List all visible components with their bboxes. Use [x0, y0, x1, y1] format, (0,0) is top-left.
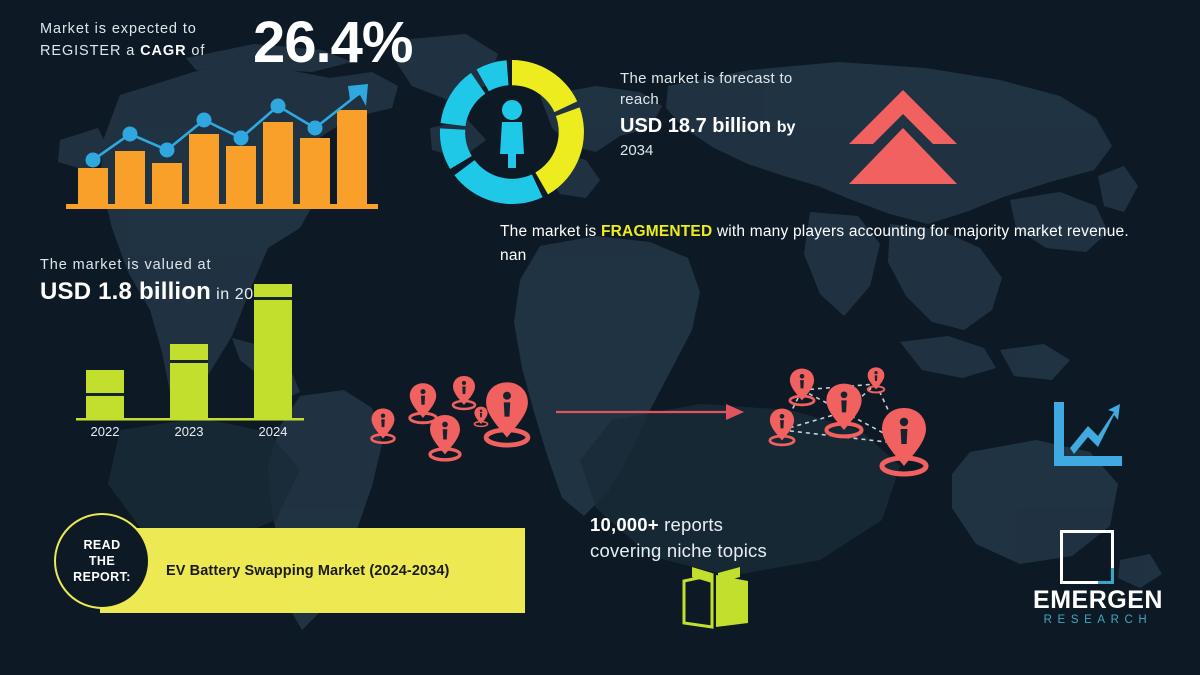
fragmentation-prefix: The market is — [500, 223, 601, 240]
report-title-label: EV Battery Swapping Market (2024-2034) — [166, 562, 450, 579]
person-icon — [500, 100, 524, 168]
connected-location-pins-network — [768, 366, 952, 477]
pin-4 — [428, 413, 462, 462]
chevron-up-icon — [849, 90, 957, 144]
reports-count-line1: 10,000+ reports — [590, 512, 820, 538]
donut-segment-cyan-1 — [454, 160, 543, 205]
growth-chart-logo-icon — [1054, 402, 1122, 466]
donut-segment-yellow — [512, 59, 578, 113]
growth-bar-4 — [189, 134, 219, 204]
cagr-value: 26.4% — [253, 10, 413, 75]
growth-bar-7 — [300, 138, 330, 204]
valuation-value-text: USD 1.8 billion — [40, 278, 212, 305]
forecast-by-word: by — [776, 119, 796, 136]
forecast-value: USD 18.7 billion by — [620, 113, 860, 141]
value-bar-2024-divider — [254, 297, 292, 300]
reports-count-block: 10,000+ reports covering niche topics — [590, 512, 820, 564]
logo-square-mark — [1060, 530, 1114, 584]
scattered-location-pins — [370, 374, 552, 462]
growth-bar-1 — [78, 168, 108, 204]
pin-1 — [370, 407, 396, 445]
cagr-caption-line2-suffix: of — [186, 43, 206, 59]
pin-6 — [473, 405, 489, 428]
valuation-caption: The market is valued at — [40, 257, 212, 273]
forecast-block: The market is forecast to reach USD 18.7… — [620, 68, 860, 161]
value-bar-2024 — [254, 284, 292, 418]
value-bar-2023-divider — [170, 360, 208, 363]
fragmentation-suffix: with many players accounting for majorit… — [500, 223, 1129, 264]
cta-line-3: REPORT: — [73, 570, 131, 584]
market-growth-trend-chart — [66, 84, 378, 209]
donut-segment-cyan-3 — [440, 72, 486, 127]
fragmentation-statement: The market is FRAGMENTED with many playe… — [500, 220, 1140, 268]
pin-2 — [408, 381, 438, 425]
read-the-report-badge[interactable]: READ THE REPORT: — [54, 513, 150, 609]
pin-3 — [451, 374, 477, 411]
flow-arrow-icon — [556, 404, 744, 420]
growth-bar-2 — [115, 151, 145, 204]
logo-subtitle: RESEARCH — [1043, 614, 1153, 626]
market-value-by-year-chart: 2022 2023 2024 — [76, 284, 304, 439]
value-tick-2024: 2024 — [259, 424, 288, 439]
cagr-caption-line2-prefix: REGISTER a — [40, 43, 141, 59]
growth-chart-baseline — [66, 204, 378, 209]
value-bar-2023 — [170, 344, 208, 418]
triangle-up-icon — [849, 128, 957, 184]
donut-segment-cyan-2 — [439, 128, 472, 169]
value-chart-axis-labels: 2022 2023 2024 — [91, 424, 288, 439]
logo-square-accent — [1098, 568, 1114, 584]
market-share-donut-chart — [439, 59, 584, 205]
cagr-caption-line1: Market is expected to — [40, 21, 197, 37]
donut-segment-cyan-4 — [476, 60, 509, 92]
value-tick-2023: 2023 — [175, 424, 204, 439]
network-pin-1 — [768, 407, 796, 447]
donut-segment-yellow-2 — [535, 107, 584, 195]
cagr-caption: Market is expected to REGISTER a CAGR of — [40, 18, 205, 62]
growth-bar-8 — [337, 110, 367, 204]
growth-chart-bars — [78, 110, 367, 204]
value-bar-2022-divider — [86, 393, 124, 396]
reports-count-number: 10,000+ — [590, 514, 659, 535]
reports-count-word: reports — [658, 514, 724, 535]
growth-bar-5 — [226, 146, 256, 204]
read-the-report-banner[interactable]: EV Battery Swapping Market (2024-2034) — [100, 528, 525, 613]
cta-line-1: READ — [83, 538, 121, 552]
logo-name: EMERGEN — [1033, 586, 1163, 614]
upward-trend-arrows-icon — [849, 90, 957, 184]
network-pin-2 — [788, 367, 816, 407]
forecast-year: 2034 — [620, 142, 654, 159]
forecast-caption-line2: reach — [620, 91, 660, 108]
cta-line-2: THE — [88, 554, 116, 568]
forecast-value-text: USD 18.7 billion — [620, 115, 772, 137]
fragmentation-highlight: FRAGMENTED — [601, 223, 713, 240]
network-pin-4 — [826, 384, 861, 437]
forecast-caption-line1: The market is forecast to — [620, 70, 793, 87]
cagr-caption-bold: CAGR — [140, 43, 187, 59]
network-pin-5 — [882, 408, 926, 474]
reports-count-line2: covering niche topics — [590, 540, 767, 561]
growth-bar-3 — [152, 163, 182, 204]
growth-trend-markers — [85, 98, 323, 168]
growth-bar-6 — [263, 122, 293, 204]
value-chart-bars — [86, 284, 292, 418]
open-book-icon — [682, 567, 748, 629]
value-chart-baseline — [76, 418, 304, 421]
value-tick-2022: 2022 — [91, 424, 120, 439]
growth-trend-arrowhead — [348, 84, 368, 106]
pin-5 — [486, 382, 528, 445]
